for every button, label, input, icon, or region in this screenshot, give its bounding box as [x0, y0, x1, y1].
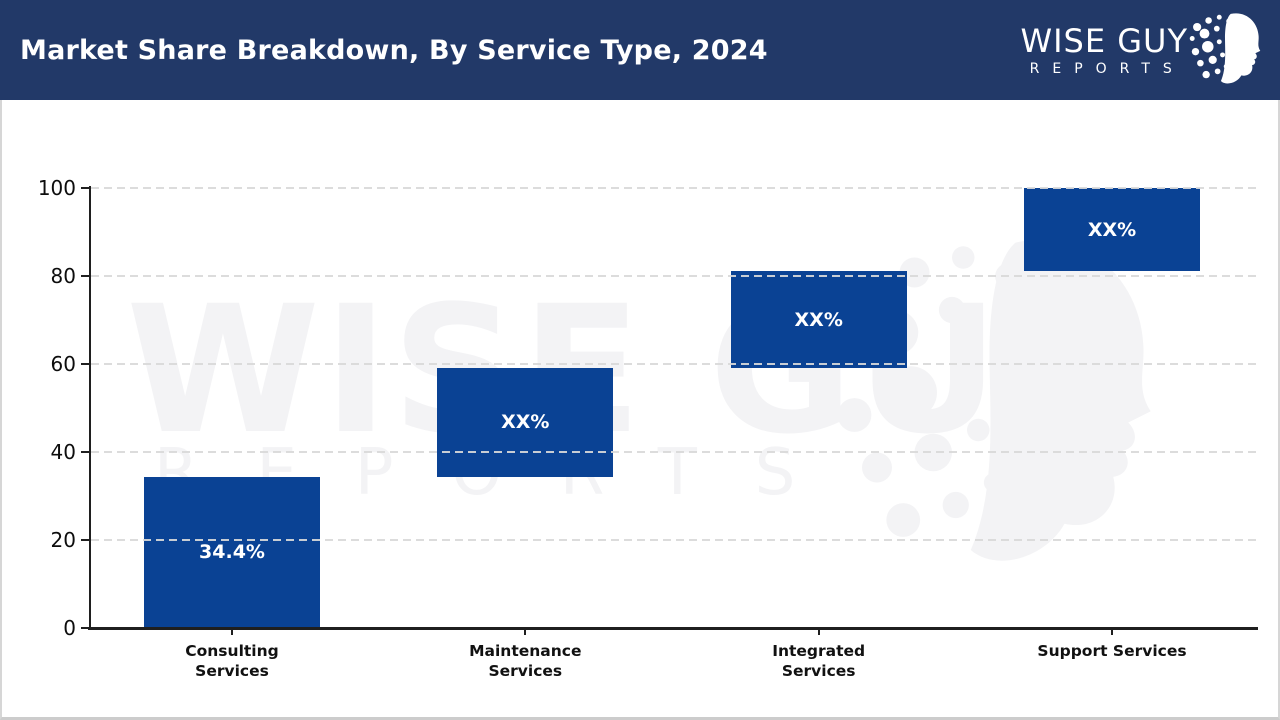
- y-tick-label: 80: [50, 264, 76, 288]
- wiseguy-logo: WISE GUY REPORTS: [1020, 9, 1266, 91]
- bar: XX%: [437, 367, 614, 477]
- gridline: [91, 539, 1258, 541]
- chart-area: WISE GUY REPORTS 02040608010034.4%Consul…: [0, 100, 1280, 720]
- bar-value-label: XX%: [501, 411, 550, 434]
- y-tick-label: 60: [50, 352, 76, 376]
- header-bar: Market Share Breakdown, By Service Type,…: [0, 0, 1280, 100]
- gridline: [91, 451, 1258, 453]
- category-label: Maintenance Services: [405, 641, 645, 681]
- x-tick: [524, 629, 527, 635]
- y-axis-line: [89, 186, 91, 630]
- y-tick: [81, 539, 90, 541]
- y-tick: [81, 627, 90, 629]
- x-tick: [817, 629, 820, 635]
- bar: XX%: [730, 271, 907, 368]
- category-label-line: Maintenance: [469, 642, 582, 660]
- page-title: Market Share Breakdown, By Service Type,…: [20, 34, 768, 66]
- logo-subtitle: REPORTS: [1029, 60, 1185, 77]
- category-label: Consulting Services: [112, 641, 352, 681]
- y-tick-label: 40: [50, 440, 76, 464]
- y-tick-label: 20: [50, 528, 76, 552]
- y-tick: [81, 363, 90, 365]
- category-label-line: Services: [195, 662, 269, 680]
- bar: XX%: [1024, 188, 1200, 272]
- y-tick: [81, 451, 90, 453]
- x-tick: [1111, 629, 1113, 635]
- x-axis-line: [88, 627, 1258, 630]
- category-label-line: Support Services: [1037, 642, 1187, 660]
- bar-value-label: 34.4%: [199, 541, 265, 564]
- wiseguy-logo-text: WISE GUY REPORTS: [1020, 25, 1188, 76]
- bar: 34.4%: [144, 476, 320, 628]
- y-tick: [81, 187, 90, 189]
- category-label-line: Services: [488, 662, 563, 680]
- gridline: [91, 275, 1258, 277]
- y-tick-label: 100: [37, 176, 76, 200]
- y-tick: [81, 275, 90, 277]
- category-label-line: Consulting: [185, 642, 279, 660]
- category-label-line: Services: [781, 662, 856, 680]
- gridline: [91, 363, 1258, 365]
- logo-wordmark: WISE GUY: [1020, 21, 1188, 60]
- x-tick: [231, 629, 233, 635]
- category-label: Support Services: [992, 641, 1232, 661]
- y-tick-label: 0: [63, 616, 76, 640]
- bar-value-label: XX%: [1087, 218, 1137, 241]
- category-label-line: Integrated: [772, 642, 866, 660]
- bar-value-label: XX%: [794, 308, 843, 331]
- category-label: Integrated Services: [699, 641, 939, 681]
- gridline: [91, 187, 1258, 189]
- wiseguy-face-icon: [1184, 9, 1266, 91]
